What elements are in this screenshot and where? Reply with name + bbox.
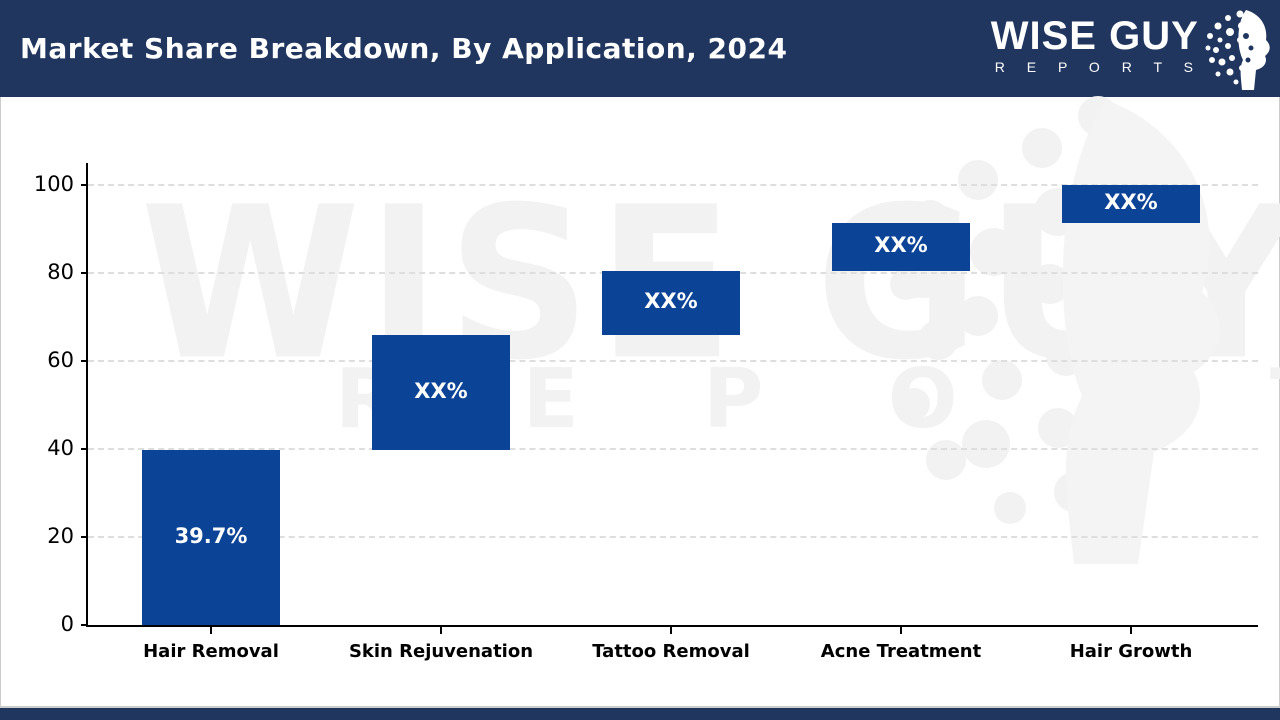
gridline-60 [88, 360, 1258, 362]
y-tick-mark [81, 272, 88, 274]
gridline-100 [88, 184, 1258, 186]
bar-value-label-hair-removal: 39.7% [174, 523, 248, 548]
y-tick-mark [81, 624, 88, 626]
y-tick-label: 100 [33, 172, 74, 196]
y-tick-mark [81, 536, 88, 538]
bar-acne-treatment [832, 223, 970, 272]
x-tick-label-skin-rejuvenation: Skin Rejuvenation [348, 641, 534, 662]
bar-tattoo-removal [602, 271, 740, 336]
x-tick-mark [440, 625, 442, 634]
x-tick-mark [1130, 625, 1132, 634]
bar-value-label-skin-rejuvenation: XX% [414, 378, 468, 403]
bar-hair-removal [142, 450, 280, 625]
x-tick-label-hair-removal: Hair Removal [143, 641, 279, 662]
header-bar: Market Share Breakdown, By Application, … [0, 0, 1280, 97]
bar-skin-rejuvenation [372, 335, 510, 451]
y-tick-label: 20 [47, 524, 74, 548]
footer-bar [0, 708, 1280, 720]
y-tick-label: 60 [47, 348, 74, 372]
x-tick-label-hair-growth: Hair Growth [1069, 641, 1193, 662]
bar-value-label-tattoo-removal: XX% [644, 289, 698, 314]
logo-subtext: R E P O R T S [994, 59, 1202, 75]
y-tick-label: 40 [47, 436, 74, 460]
page-title: Market Share Breakdown, By Application, … [20, 32, 788, 65]
wiseguy-logo: WISE GUY R E P O R T S [991, 14, 1202, 75]
logo-text: WISE GUY [990, 14, 1199, 58]
bar-hair-growth [1062, 185, 1200, 224]
x-tick-label-tattoo-removal: Tattoo Removal [592, 641, 750, 662]
x-tick-mark [670, 625, 672, 634]
y-tick-mark [81, 360, 88, 362]
gridline-20 [88, 536, 1258, 538]
gridline-40 [88, 448, 1258, 450]
y-tick-label: 80 [47, 260, 74, 284]
wiseguy-logo-head-icon [1205, 10, 1270, 90]
y-tick-mark [81, 184, 88, 186]
x-axis-line [86, 625, 1258, 627]
y-tick-mark [81, 448, 88, 450]
y-tick-label: 0 [60, 612, 74, 636]
bar-value-label-hair-growth: XX% [1104, 190, 1158, 215]
x-tick-label-acne-treatment: Acne Treatment [820, 641, 982, 662]
y-axis-line [86, 163, 88, 627]
bar-value-label-acne-treatment: XX% [874, 233, 928, 258]
x-tick-mark [210, 625, 212, 634]
x-tick-mark [900, 625, 902, 634]
